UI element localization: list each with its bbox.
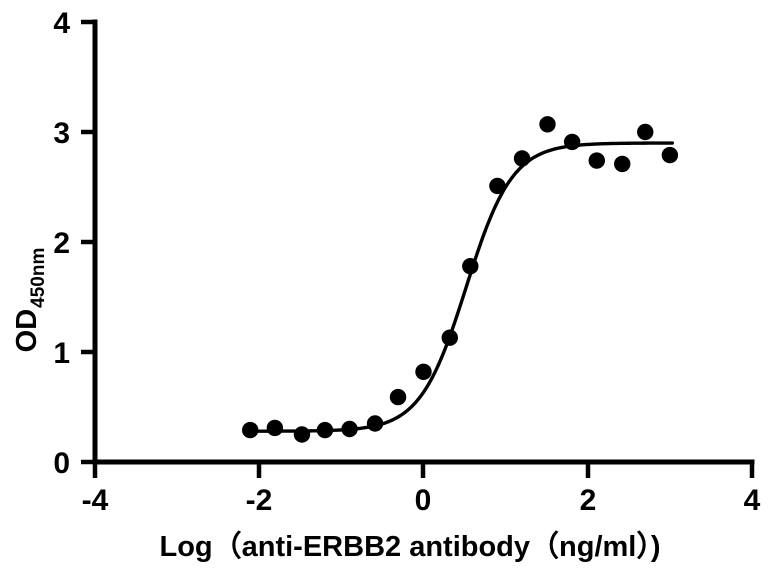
x-axis-tick-labels: -4 -2 0 2 4: [82, 484, 761, 517]
x-tick-label-neg2: -2: [246, 484, 273, 517]
x-tick-label-0: 0: [415, 484, 432, 517]
data-point: [293, 426, 311, 443]
y-tick-label-1: 1: [53, 337, 70, 370]
x-tick-label-4: 4: [744, 484, 761, 517]
data-point: [415, 363, 432, 380]
x-axis-ticks: [92, 462, 755, 478]
y-axis-ticks: [81, 19, 95, 465]
data-point: [637, 123, 654, 141]
x-tick-label-2: 2: [580, 484, 597, 517]
data-point: [441, 329, 458, 346]
y-axis-tick-labels: 4 3 2 1 0: [53, 7, 70, 480]
y-tick-label-0: 0: [53, 447, 70, 480]
data-points-group: [242, 116, 679, 443]
fit-curve: [245, 141, 675, 433]
x-axis-title: Log（anti-ERBB2 antibody（ng/ml）): [159, 530, 660, 563]
data-point: [539, 116, 556, 133]
y-tick-label-4: 4: [53, 7, 70, 40]
data-point: [341, 420, 358, 438]
y-tick-label-3: 3: [53, 117, 70, 150]
data-point: [366, 415, 384, 432]
data-point: [389, 388, 407, 406]
data-point: [316, 421, 334, 439]
y-axis-title-subscript: 450nm: [28, 248, 49, 308]
svg-text:OD450nm: OD450nm: [11, 248, 49, 353]
y-tick-label-2: 2: [53, 227, 70, 260]
data-point: [661, 146, 679, 164]
data-point: [242, 421, 259, 439]
y-axis-title-base: OD: [11, 309, 43, 353]
data-point: [489, 177, 506, 195]
data-point: [588, 152, 605, 169]
x-tick-label-neg4: -4: [82, 484, 109, 517]
data-point: [614, 155, 631, 173]
data-point: [513, 150, 531, 167]
data-point: [462, 258, 479, 275]
y-axis-title: OD450nm: [11, 248, 49, 353]
data-point: [563, 133, 581, 151]
data-point: [266, 419, 284, 437]
